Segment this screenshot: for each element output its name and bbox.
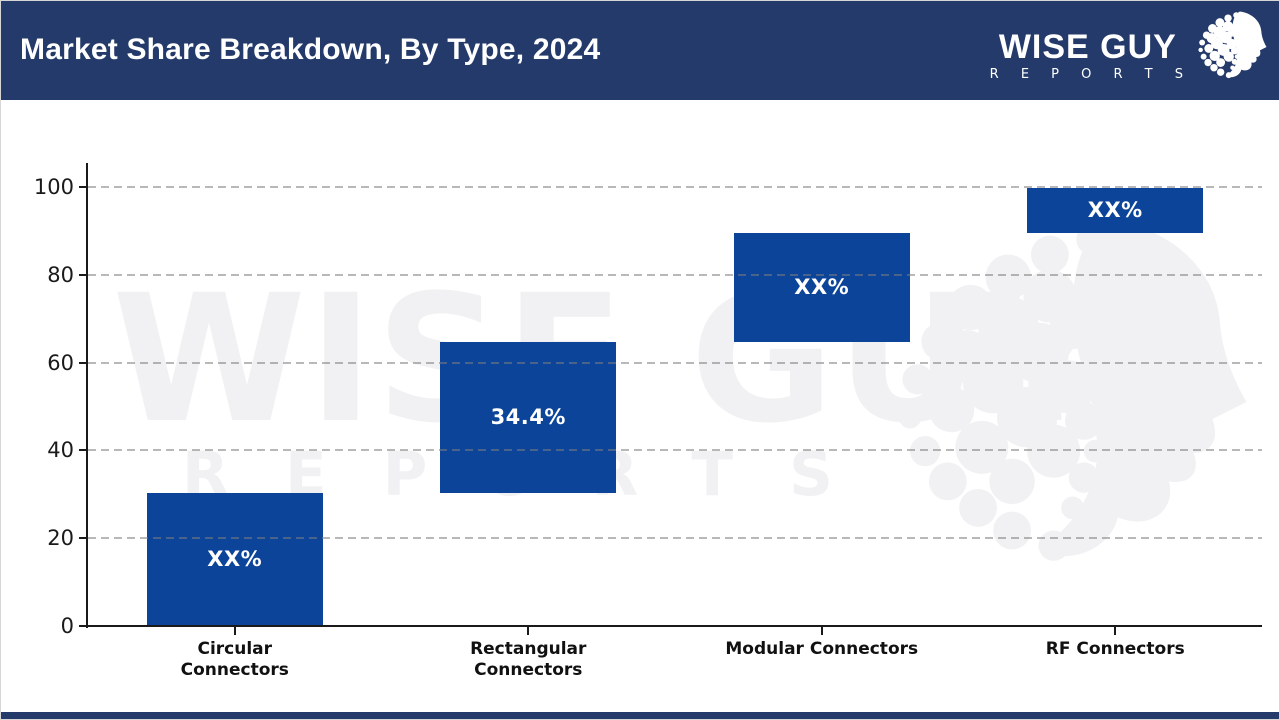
x-tick-mark	[527, 627, 530, 635]
y-tick-mark	[79, 186, 87, 188]
y-tick-label: 20	[47, 526, 74, 551]
gridline	[88, 361, 1262, 364]
x-tick-mark	[820, 627, 823, 635]
y-tick-mark	[79, 625, 87, 627]
gridline	[88, 273, 1262, 276]
footer-accent-bar	[0, 712, 1280, 720]
page-title: Market Share Breakdown, By Type, 2024	[20, 33, 601, 66]
gridline	[88, 449, 1262, 452]
y-tick-label: 40	[47, 438, 74, 463]
brand-name: WISE GUY	[998, 27, 1177, 66]
y-tick-label: 100	[33, 175, 74, 199]
header: Market Share Breakdown, By Type, 2024 WI…	[0, 0, 1280, 100]
x-axis-line	[86, 625, 1262, 627]
y-tick-mark	[79, 449, 87, 452]
brand-logo: WISE GUY R E P O R T S	[984, 4, 1268, 90]
y-tick-mark	[79, 537, 87, 540]
y-tick-mark	[79, 361, 87, 364]
bar-3-segment: XX%	[733, 233, 910, 342]
bar-value-label: XX%	[794, 275, 850, 300]
x-tick-mark	[233, 627, 236, 635]
bar-1-segment: XX%	[146, 492, 323, 626]
bar-value-label: XX%	[207, 547, 263, 572]
x-tick-label: Rectangular Connectors	[470, 639, 587, 680]
brand-text: WISE GUY R E P O R T S	[984, 27, 1192, 83]
bar-value-label: XX%	[1087, 198, 1143, 223]
x-tick-label: RF Connectors	[1045, 639, 1185, 659]
brand-head-icon	[1198, 11, 1267, 79]
bar-value-label: 34.4%	[490, 405, 566, 430]
x-tick-label: Modular Connectors	[725, 639, 919, 659]
y-tick-label: 0	[60, 614, 74, 638]
bar-2-segment: 34.4%	[440, 341, 617, 493]
y-tick-mark	[79, 273, 87, 276]
x-tick-label: Circular Connectors	[180, 639, 289, 680]
y-tick-label: 80	[47, 262, 74, 287]
y-axis-line	[86, 162, 88, 628]
bar-4-segment: XX%	[1027, 187, 1204, 234]
x-tick-mark	[1114, 627, 1117, 635]
y-tick-label: 60	[47, 350, 74, 375]
brand-tagline: R E P O R T S	[989, 67, 1192, 83]
